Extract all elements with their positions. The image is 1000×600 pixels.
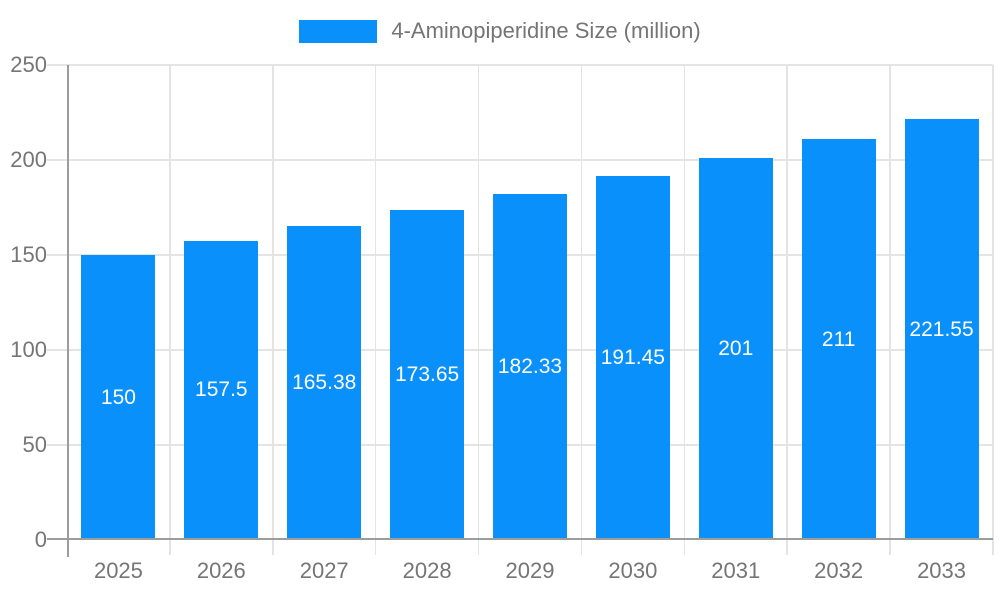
x-axis-line [47,538,993,540]
x-axis-tick [374,540,377,555]
gridline-vertical [786,65,788,540]
legend-label: 4-Aminopiperidine Size (million) [391,18,701,43]
x-axis-tick [169,540,171,555]
y-axis-tick [47,444,67,446]
gridline-vertical [169,65,171,540]
y-tick-label: 150 [10,242,47,267]
gridline-horizontal [67,64,993,66]
gridline-vertical [683,65,686,540]
x-axis-tick [786,540,788,555]
x-axis-tick [580,540,583,555]
gridline-vertical [272,65,274,540]
plot-area: 0 50 100 150 200 250 150 2025 157.5 2026 165.38 202… [10,52,994,583]
x-axis-tick [477,540,480,555]
bar[interactable] [698,158,773,540]
gridline-vertical [477,65,480,540]
gridline-vertical [992,65,994,540]
x-axis-tick [683,540,686,555]
x-axis-tick [272,540,274,555]
bar[interactable] [595,176,670,540]
bar[interactable] [904,119,979,540]
y-tick-label: 250 [10,52,47,77]
y-axis-tick [47,159,67,161]
x-tick-label: 2029 [505,558,555,583]
gridline-vertical [889,65,891,540]
x-axis-tick [889,540,891,555]
x-tick-label: 2030 [608,558,658,583]
gridline-horizontal [67,159,993,161]
y-axis-line [67,65,69,557]
legend-swatch [299,19,378,43]
y-axis-tick [47,349,67,351]
legend[interactable]: 4-Aminopiperidine Size (million) [0,16,1000,46]
gridline-vertical [580,65,583,540]
bar[interactable] [184,240,259,540]
x-axis-tick [992,540,994,555]
x-tick-label: 2025 [93,558,143,583]
y-axis-tick [47,254,67,256]
bar[interactable] [801,139,876,540]
bar[interactable] [390,210,465,540]
x-tick-label: 2032 [814,558,864,583]
gridline-vertical [374,65,377,540]
bar[interactable] [493,193,567,540]
x-tick-label: 2033 [917,558,967,583]
x-tick-label: 2031 [711,558,761,583]
x-tick-label: 2027 [299,558,349,583]
y-axis-tick [47,64,67,66]
y-tick-label: 200 [10,147,47,172]
y-tick-label: 0 [34,527,47,552]
y-tick-label: 100 [10,337,47,362]
y-tick-label: 50 [22,432,47,457]
bar[interactable] [81,255,156,540]
x-tick-label: 2028 [402,558,452,583]
bar[interactable] [287,225,362,540]
x-tick-label: 2026 [196,558,246,583]
